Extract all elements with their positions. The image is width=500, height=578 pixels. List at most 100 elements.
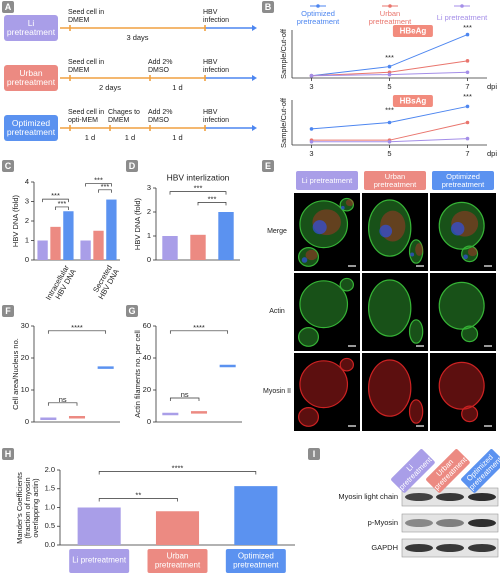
bar — [155, 511, 200, 545]
significance-label: *** — [385, 105, 394, 114]
blot-band — [405, 519, 433, 527]
bar — [50, 226, 61, 260]
y-axis-label: Actin filaments no. per cell — [132, 330, 142, 418]
bar — [106, 199, 117, 260]
significance-label: ns — [59, 395, 67, 404]
y-tick-label: 4 — [25, 177, 29, 186]
panel-label-box — [2, 1, 14, 13]
significance-label: *** — [94, 176, 103, 185]
legend-label: Urban pretreatment — [368, 8, 412, 26]
data-point — [309, 73, 314, 78]
series-line — [311, 122, 468, 141]
data-point — [387, 64, 392, 69]
y-tick-label: 0 — [25, 255, 29, 264]
pretreatment-box — [4, 15, 58, 41]
significance-bracket — [197, 202, 227, 206]
y-tick-label: 30 — [21, 321, 29, 330]
y-tick-label: 60 — [143, 321, 151, 330]
legend-label: Optimized pretreatment — [296, 8, 340, 26]
blot-row-label: GAPDH — [371, 543, 398, 552]
significance-bracket — [98, 471, 257, 475]
y-tick-label: 0.0 — [45, 540, 55, 549]
cell — [339, 357, 354, 372]
significance-bracket — [42, 198, 69, 203]
cell-myosin — [345, 199, 354, 207]
bar — [218, 212, 234, 260]
significance-label: **** — [71, 323, 83, 332]
y-tick-label: 1.0 — [45, 502, 55, 511]
data-point — [309, 139, 314, 144]
cell — [298, 407, 320, 427]
interval-label: 3 days — [126, 32, 149, 42]
interval-label: 1 d — [124, 132, 136, 142]
cell — [339, 277, 354, 292]
significance-bracket — [55, 206, 69, 210]
event-label: Seed cell in opti-MEM — [68, 108, 105, 124]
row-label: Merge — [267, 228, 287, 236]
x-tick-label: Optimized pretreatment — [233, 551, 279, 569]
data-point — [465, 70, 470, 75]
blot-band — [468, 519, 496, 527]
y-tick-label: 0.5 — [45, 521, 55, 530]
blot-band — [436, 519, 464, 527]
panel-label: I — [313, 449, 316, 459]
data-point — [387, 139, 392, 144]
x-tick-label: 7 — [465, 82, 469, 91]
arrow-head — [252, 75, 257, 81]
data-point — [465, 59, 470, 63]
title-badge — [392, 25, 433, 37]
cell — [408, 239, 424, 264]
pretreatment-label: Urban pretreatment — [6, 67, 56, 87]
event-label: HBV infection — [203, 8, 230, 24]
x-tick-label: Li pretreatment — [72, 555, 127, 565]
column-header-box — [364, 171, 426, 190]
cell — [299, 280, 349, 329]
cell — [408, 319, 424, 344]
bar — [190, 234, 206, 260]
x-tick-label: 3 — [309, 82, 313, 91]
legend-marker — [316, 4, 320, 8]
interval-label: 1 d — [172, 132, 183, 142]
event-label: Add 2% DMSO — [148, 58, 173, 74]
title-badge — [392, 95, 433, 107]
nucleus — [463, 254, 468, 260]
y-axis-label: HBV DNA (fold) — [132, 197, 142, 251]
cell — [438, 281, 485, 330]
cell — [461, 405, 479, 423]
y-tick-label: 3 — [25, 196, 29, 205]
pretreatment-box — [4, 65, 58, 91]
y-tick-label: 10 — [21, 385, 29, 394]
micrograph-image — [294, 353, 360, 431]
cell — [368, 279, 412, 337]
arrow-head — [252, 25, 257, 31]
y-tick-label: 3 — [147, 183, 151, 192]
significance-bracket — [47, 402, 78, 406]
significance-label: ** — [135, 490, 141, 499]
micrograph-image — [362, 273, 428, 351]
data-point — [465, 136, 470, 141]
significance-label: *** — [385, 53, 394, 62]
y-tick-label: 2 — [147, 207, 151, 216]
x-axis-label: dpi — [487, 82, 497, 91]
nucleus — [340, 205, 345, 210]
cell — [408, 399, 424, 424]
cell — [368, 359, 412, 417]
panel-label-box — [126, 305, 138, 317]
significance-bracket — [169, 330, 229, 334]
column-header: Urban pretreatment — [373, 171, 417, 189]
bar — [63, 211, 74, 260]
significance-label: *** — [101, 182, 110, 191]
arrow-head — [252, 125, 257, 131]
y-tick-label: 2.0 — [45, 465, 55, 474]
pretreatment-label: Li pretreatment — [6, 17, 56, 37]
significance-bracket — [98, 189, 112, 193]
y-tick-label: 0 — [25, 417, 29, 426]
panel-label: C — [5, 161, 12, 171]
panel-label: H — [5, 449, 12, 459]
nucleus — [301, 257, 308, 263]
panel-label-box — [2, 305, 14, 317]
bar — [93, 230, 104, 260]
chart-title: HBeAg — [400, 27, 427, 36]
cell-myosin — [467, 247, 478, 257]
data-point — [387, 72, 392, 77]
